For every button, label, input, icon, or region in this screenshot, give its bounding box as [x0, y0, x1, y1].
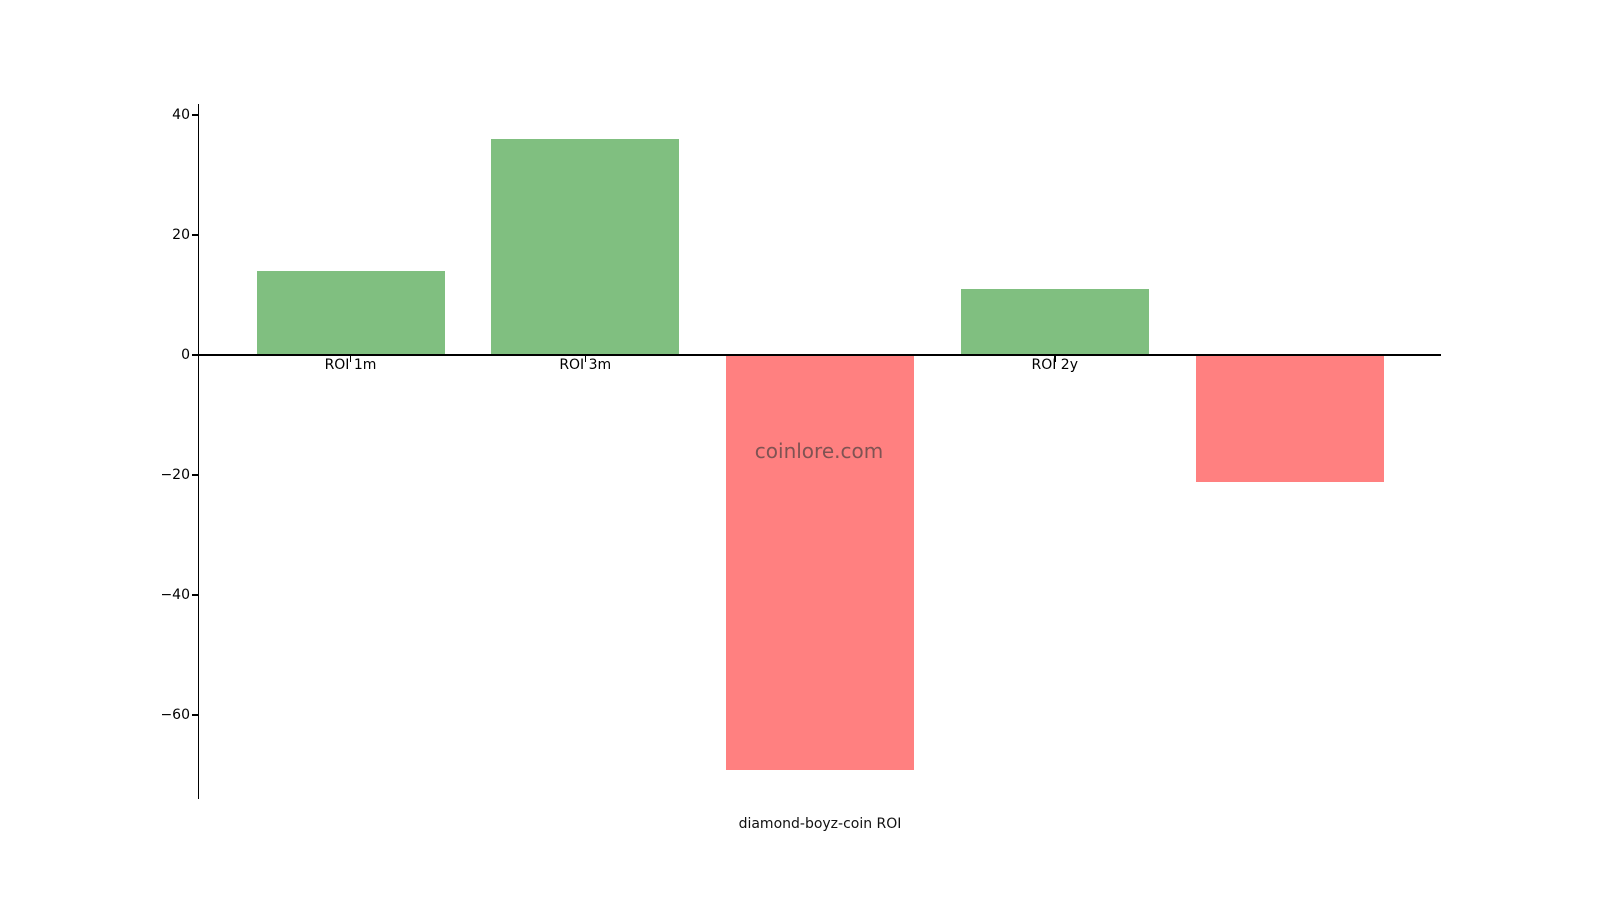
y-tick-label-20: 20 — [172, 226, 190, 243]
y-tick-label-−20: −20 — [160, 466, 190, 483]
y-tick-−40 — [191, 594, 198, 596]
bar-4 — [1195, 356, 1384, 482]
x-tick-label-1: ROI 3m — [559, 357, 612, 373]
bar-2 — [726, 356, 914, 770]
plot-area: ROI 1m ROI 3m ROI 2y 40 20 0 −20 −40 −60 — [160, 104, 1441, 799]
chart-title: diamond-boyz-coin ROI — [738, 816, 902, 832]
y-tick-label-−60: −60 — [160, 706, 190, 723]
x-tick-3 — [1054, 355, 1056, 362]
x-axis-zero-line — [199, 354, 1441, 356]
y-tick-40 — [191, 114, 198, 116]
y-tick-0 — [191, 354, 198, 356]
x-tick-label-3: ROI 2y — [1031, 357, 1079, 373]
y-tick-label-40: 40 — [172, 106, 190, 123]
watermark-text: coinlore.com — [754, 439, 884, 463]
y-axis-spine — [197, 104, 199, 799]
y-tick-−20 — [191, 474, 198, 476]
x-tick-label-0: ROI 1m — [324, 357, 377, 373]
bar-1-roi-3m — [491, 139, 680, 355]
x-tick-0 — [349, 355, 352, 362]
y-tick-−60 — [191, 714, 198, 716]
y-tick-label-−40: −40 — [160, 586, 190, 603]
bar-3-roi-2y — [960, 289, 1149, 355]
y-tick-label-0: 0 — [181, 346, 190, 363]
bar-0-roi-1m — [256, 271, 445, 355]
x-tick-1 — [584, 355, 586, 362]
y-tick-20 — [191, 234, 198, 236]
